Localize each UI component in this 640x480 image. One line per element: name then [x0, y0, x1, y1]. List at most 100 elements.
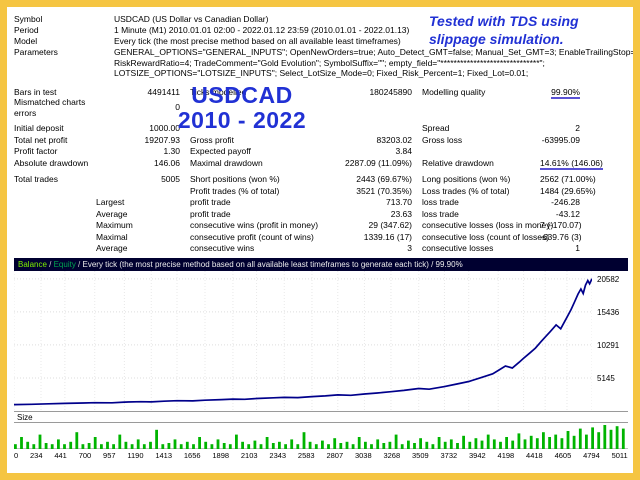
- stat-row: Profit trades (% of total) 3521 (70.35%) L…: [14, 185, 596, 197]
- stat-cell: Ticks modelled: [190, 86, 247, 97]
- size-panel-label: Size: [17, 413, 33, 423]
- stat-cell: Absolute drawdown: [14, 157, 89, 168]
- equity-legend: Equity: [53, 260, 76, 270]
- x-tick-label: 234: [30, 451, 43, 461]
- stat-cell: Profit trades (% of total): [190, 185, 280, 196]
- x-tick-label: 957: [103, 451, 116, 461]
- parameters-line: LOTSIZE_OPTIONS="LOTSIZE_INPUTS"; Select…: [114, 68, 529, 79]
- parameters-line: GENERAL_OPTIONS="GENERAL_INPUTS"; OpenNe…: [114, 47, 633, 57]
- stat-cell: Relative drawdown: [422, 157, 494, 168]
- stat-cell: consecutive wins: [190, 243, 255, 254]
- info-label: Model: [14, 36, 38, 46]
- x-tick-label: 3038: [354, 451, 372, 461]
- stat-cell: Profit factor: [14, 146, 58, 157]
- chart-header: Balance / Equity / Every tick (the most …: [14, 258, 628, 272]
- stat-cell: -43.12: [555, 208, 580, 219]
- balance-chart: Balance / Equity / Every tick (the most …: [13, 258, 628, 460]
- balance-legend: Balance: [18, 260, 47, 270]
- stat-cell: Maximal: [96, 231, 128, 242]
- stat-cell: Loss trades (% of total): [422, 185, 510, 196]
- stat-cell: 19207.93: [144, 134, 180, 145]
- stat-row: Average consecutive wins 3 consecutive loss…: [14, 243, 580, 255]
- info-row-model: Model Every tick (the most precise metho…: [14, 36, 627, 47]
- stat-cell: 7 (-170.07): [540, 220, 582, 231]
- stat-cell: Average: [96, 208, 128, 219]
- stat-cell: consecutive loss (count of losses): [422, 231, 550, 242]
- stat-cell: loss trade: [422, 197, 459, 208]
- watermark-symbol: USDCAD: [191, 82, 293, 108]
- stat-row: Absolute drawdown 146.06 Maximal drawdown 2…: [14, 157, 603, 170]
- stat-cell: Short positions (won %): [190, 174, 280, 185]
- y-axis-labels: 5145 10291 15436 20582: [592, 271, 628, 411]
- stat-cell: 5005: [161, 174, 180, 185]
- stat-cell: consecutive profit (count of wins): [190, 231, 314, 242]
- stat-cell: -63995.09: [541, 134, 580, 145]
- stat-cell: profit trade: [190, 208, 231, 219]
- info-label: Period: [14, 25, 39, 35]
- stat-cell: 3.84: [395, 146, 412, 157]
- backtest-report: Symbol USDCAD (US Dollar vs Canadian Dol…: [7, 7, 633, 473]
- stat-cell: Initial deposit: [14, 123, 64, 134]
- lot-size-bars: [14, 423, 628, 450]
- x-tick-label: 2103: [240, 451, 258, 461]
- balance-plot: [13, 271, 593, 412]
- info-row-period: Period 1 Minute (M1) 2010.01.01 02:00 - …: [14, 25, 627, 36]
- x-tick-label: 3942: [469, 451, 486, 461]
- tds-note-line: Tested with TDS using: [429, 13, 579, 29]
- stat-cell: 1339.16 (17): [363, 231, 412, 242]
- x-tick-label: 2807: [326, 451, 344, 461]
- stat-row: Total trades 5005 Short positions (won %) 2…: [14, 174, 596, 186]
- stat-cell: 1484 (29.65%): [540, 185, 596, 196]
- plot-row: 5145 10291 15436 20582: [13, 271, 628, 412]
- stat-row: Largest profit trade 713.70 loss trade -246.…: [14, 197, 580, 209]
- watermark-title: USDCAD 2010 - 2022: [77, 82, 407, 134]
- size-panel-header: Size: [14, 411, 628, 424]
- y-tick-label: 20582: [597, 275, 620, 285]
- parameters-line: RiskRewardRatio=4; TradeComment="Gold Ev…: [114, 57, 545, 68]
- x-tick-label: 4418: [526, 451, 543, 461]
- x-tick-label: 3732: [440, 451, 458, 461]
- info-label: Symbol: [14, 14, 43, 24]
- stat-cell: 14.61% (146.06): [540, 157, 603, 170]
- stat-cell: 2: [575, 123, 580, 134]
- x-tick-label: 4198: [497, 451, 515, 461]
- legend-separator: /: [46, 260, 54, 270]
- stat-cell: 1: [575, 243, 580, 254]
- x-tick-label: 4605: [554, 451, 572, 461]
- stat-cell: Gross loss: [422, 134, 463, 145]
- stat-cell: 0: [175, 102, 180, 113]
- x-tick-label: 1898: [212, 451, 230, 461]
- stat-cell: profit trade: [190, 197, 231, 208]
- chart-description: Every tick (the most precise method base…: [82, 260, 463, 270]
- stat-cell: 29 (347.62): [368, 220, 412, 231]
- stat-row: Mismatched charts errors 0: [14, 97, 580, 117]
- watermark-years: 2010 - 2022: [177, 107, 307, 134]
- x-tick-label: 700: [78, 451, 92, 461]
- x-axis-labels: 0 234 441 700 957 1190 1413 1656 1898 2103 2343 258…: [14, 451, 628, 460]
- stat-cell: consecutive losses (loss in money): [422, 220, 554, 231]
- stat-cell: Mismatched charts errors: [14, 97, 86, 118]
- stat-cell: -246.28: [551, 197, 580, 208]
- stat-cell: 2443 (69.67%): [356, 174, 412, 185]
- x-tick-label: 1413: [155, 451, 173, 461]
- stat-cell: 2287.09 (11.09%): [345, 157, 412, 168]
- x-tick-label: 4794: [583, 451, 600, 461]
- stat-cell: Largest: [96, 197, 125, 208]
- stat-row: Maximum consecutive wins (profit in money…: [14, 220, 582, 232]
- stat-cell: 99.90%: [551, 86, 580, 99]
- info-row-parameters: Parameters GENERAL_OPTIONS="GENERAL_INPU…: [14, 47, 633, 79]
- stat-row: Average profit trade 23.63 loss trade -43.12: [14, 208, 580, 220]
- tds-note-line: slippage simulation.: [429, 31, 564, 48]
- stat-cell: Total trades: [14, 174, 58, 185]
- stat-cell: 1000.00: [149, 123, 180, 134]
- y-tick-label: 15436: [597, 308, 620, 318]
- info-value: Every tick (the most precise method base…: [114, 36, 401, 46]
- x-tick-label: 3509: [411, 451, 429, 461]
- stat-cell: Bars in test: [14, 86, 57, 97]
- x-tick-label: 3268: [383, 451, 401, 461]
- info-value: 1 Minute (M1) 2010.01.01 02:00 - 2022.01…: [114, 25, 410, 35]
- stat-cell: Average: [96, 243, 128, 254]
- y-tick-label: 5145: [597, 374, 615, 384]
- stat-row: Profit factor 1.30 Expected payoff 3.84: [14, 146, 580, 158]
